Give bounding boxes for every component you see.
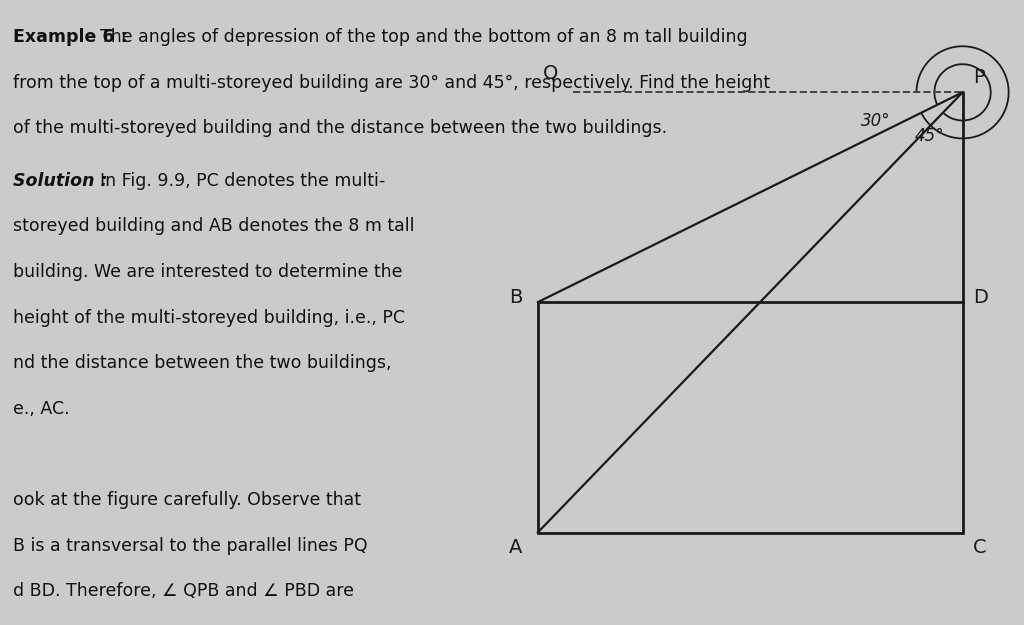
Text: D: D	[973, 288, 988, 307]
Text: from the top of a multi-storeyed building are 30° and 45°, respectively. Find th: from the top of a multi-storeyed buildin…	[12, 74, 770, 92]
Text: Example 6 :: Example 6 :	[12, 28, 127, 46]
Text: of the multi-storeyed building and the distance between the two buildings.: of the multi-storeyed building and the d…	[12, 119, 667, 138]
Text: B is a transversal to the parallel lines PQ: B is a transversal to the parallel lines…	[12, 537, 368, 555]
Text: nd the distance between the two buildings,: nd the distance between the two building…	[12, 354, 391, 372]
Text: building. We are interested to determine the: building. We are interested to determine…	[12, 263, 402, 281]
Text: ook at the figure carefully. Observe that: ook at the figure carefully. Observe tha…	[12, 491, 360, 509]
Text: P: P	[973, 68, 984, 88]
Text: 30°: 30°	[861, 111, 890, 129]
Text: storeyed building and AB denotes the 8 m tall: storeyed building and AB denotes the 8 m…	[12, 217, 414, 236]
Text: Solution :: Solution :	[12, 172, 108, 190]
Text: e., AC.: e., AC.	[12, 400, 70, 418]
Text: C: C	[973, 538, 986, 557]
Text: d BD. Therefore, ∠ QPB and ∠ PBD are: d BD. Therefore, ∠ QPB and ∠ PBD are	[12, 582, 353, 601]
Text: In Fig. 9.9, PC denotes the multi-: In Fig. 9.9, PC denotes the multi-	[100, 172, 386, 190]
Text: height of the multi-storeyed building, i.e., PC: height of the multi-storeyed building, i…	[12, 309, 404, 327]
Text: A: A	[509, 538, 522, 557]
Text: Q: Q	[543, 63, 558, 82]
Text: 45°: 45°	[914, 127, 944, 145]
Text: The angles of depression of the top and the bottom of an 8 m tall building: The angles of depression of the top and …	[100, 28, 748, 46]
Text: B: B	[509, 288, 522, 307]
